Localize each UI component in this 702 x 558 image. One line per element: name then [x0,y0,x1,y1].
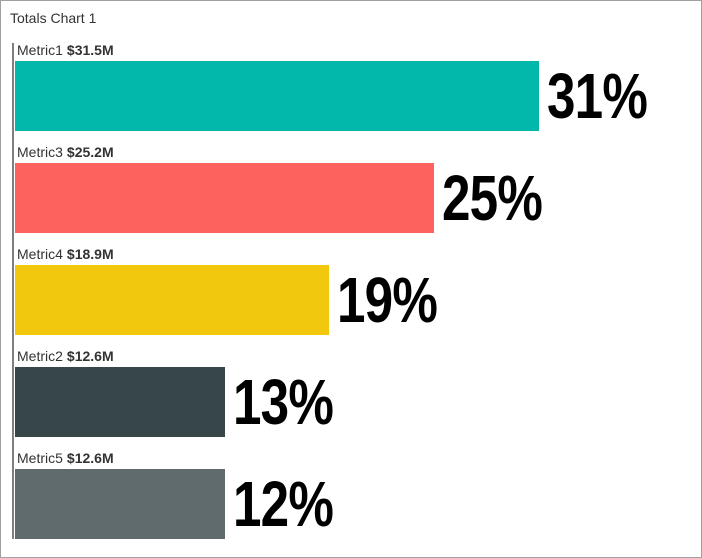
bar-label: Metric3 $25.2M [15,145,701,160]
bar-row: Metric2 $12.6M 13% [15,349,701,437]
percent-label: 31% [547,60,648,132]
percent-label: 25% [442,162,543,234]
bar[interactable] [15,265,329,335]
bar-row: Metric3 $25.2M 25% [15,145,701,233]
bar-line: 12% [15,469,701,539]
category-label: Metric3 [17,144,63,160]
bar-row: Metric4 $18.9M 19% [15,247,701,335]
bar-line: 25% [15,163,701,233]
bar-line: 19% [15,265,701,335]
bar-label: Metric5 $12.6M [15,451,701,466]
value-label: $25.2M [66,144,114,160]
percent-label: 12% [233,468,334,540]
category-label: Metric2 [17,348,63,364]
bar[interactable] [15,61,539,131]
bar-row: Metric1 $31.5M 31% [15,43,701,131]
category-label: Metric4 [17,246,63,262]
plot-area: Metric1 $31.5M 31% Metric3 $25.2M 25% Metr… [12,43,701,539]
value-label: $12.6M [66,348,114,364]
bar-row: Metric5 $12.6M 12% [15,451,701,539]
category-label: Metric5 [17,450,63,466]
bar-line: 31% [15,61,701,131]
bar[interactable] [15,469,225,539]
bar-label: Metric2 $12.6M [15,349,701,364]
value-label: $18.9M [66,246,114,262]
bar-label: Metric4 $18.9M [15,247,701,262]
bar-label: Metric1 $31.5M [15,43,701,58]
bar-line: 13% [15,367,701,437]
bar[interactable] [15,367,225,437]
percent-label: 13% [233,366,334,438]
value-label: $31.5M [66,42,114,58]
bar[interactable] [15,163,434,233]
percent-label: 19% [337,264,438,336]
chart-title: Totals Chart 1 [10,10,97,26]
value-label: $12.6M [66,450,114,466]
category-label: Metric1 [17,42,63,58]
